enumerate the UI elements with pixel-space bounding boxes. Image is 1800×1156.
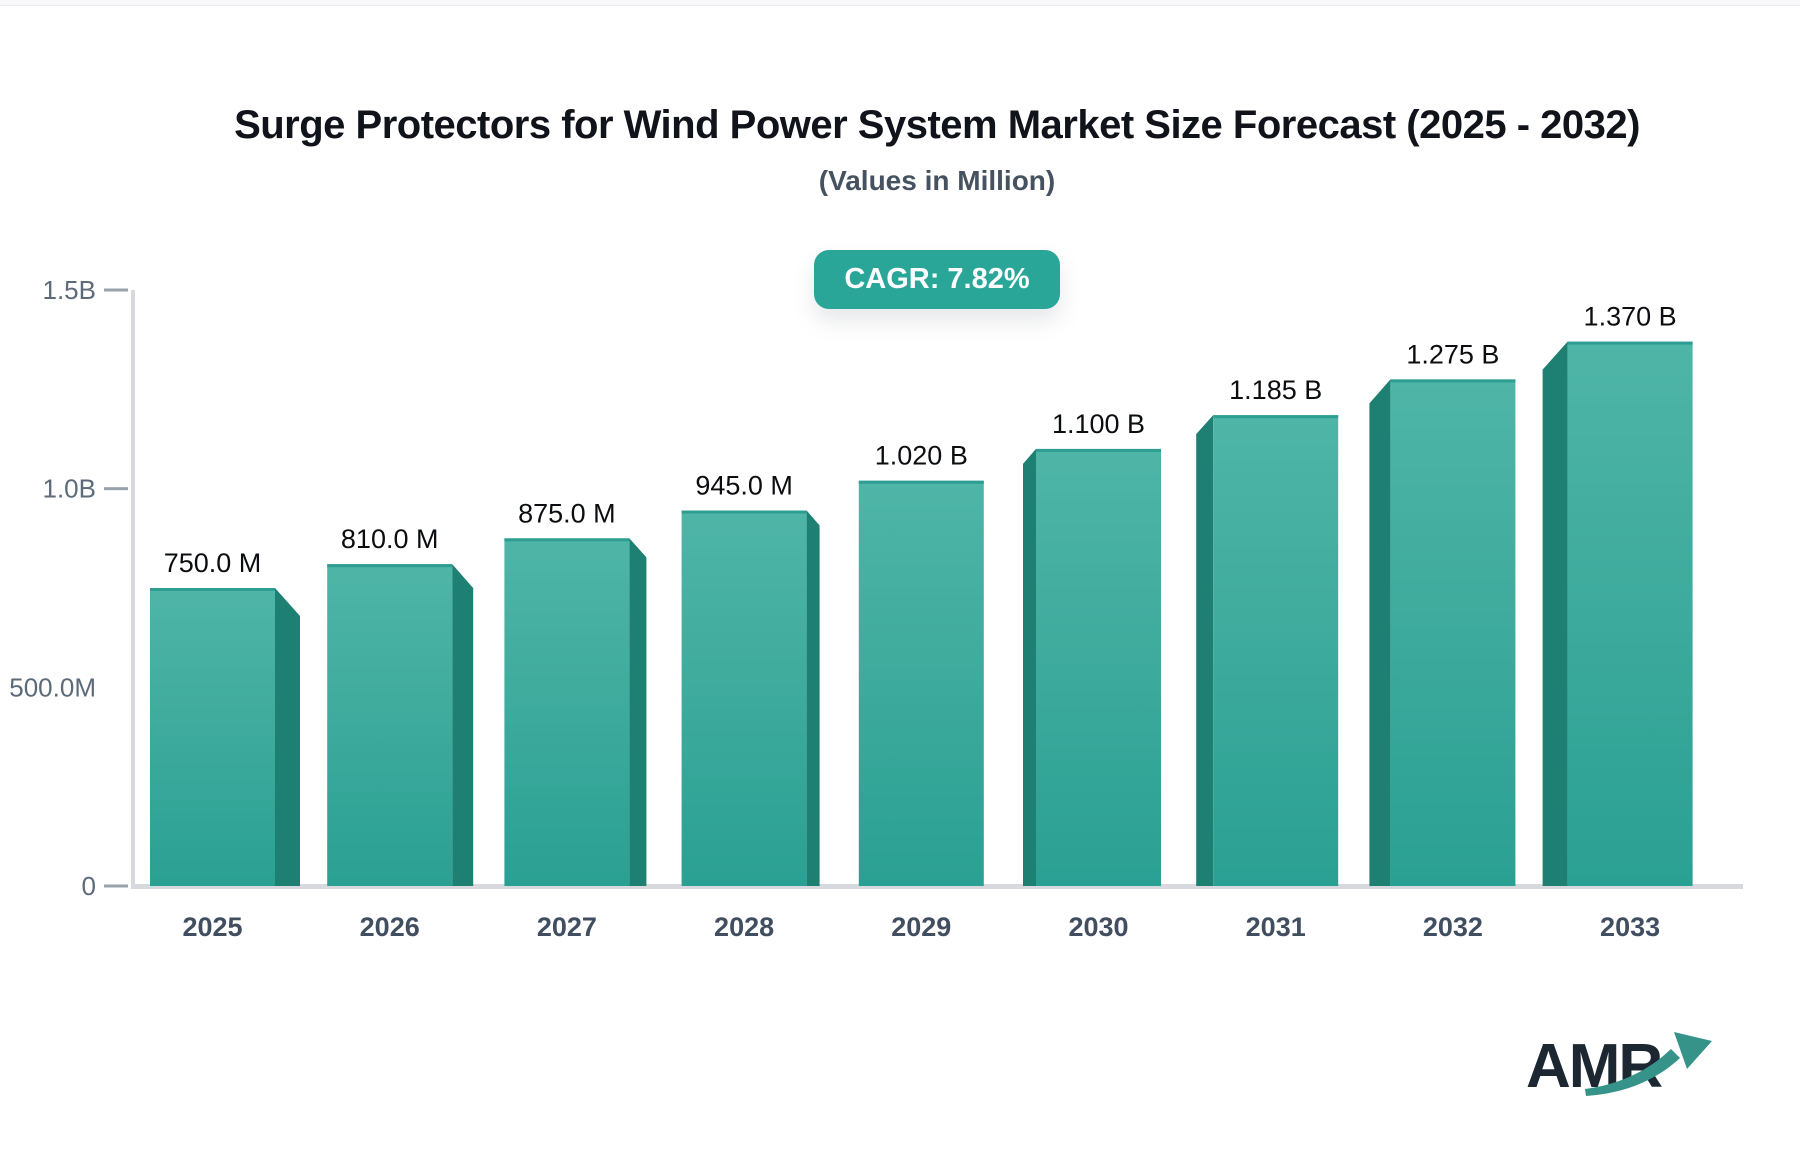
amr-logo-text: AMR bbox=[1526, 1032, 1663, 1101]
bar-top-edge bbox=[681, 510, 807, 514]
bar-front-face bbox=[327, 564, 453, 886]
bar-2025 bbox=[150, 588, 300, 886]
bar-front-face bbox=[1036, 448, 1161, 886]
bar-top-edge bbox=[1036, 448, 1161, 452]
bar-side-face bbox=[452, 564, 474, 886]
y-tick-dash-0 bbox=[104, 884, 128, 888]
bar-side-face bbox=[629, 538, 647, 886]
x-axis-label-2033: 2033 bbox=[1600, 912, 1660, 942]
y-tick-label-500.0M: 500.0M bbox=[9, 672, 96, 702]
bar-top-edge bbox=[327, 564, 453, 568]
bar-value-label-2033: 1.370 B bbox=[1584, 302, 1677, 332]
bar-side-face bbox=[1196, 415, 1214, 886]
x-axis-label-2028: 2028 bbox=[714, 912, 774, 942]
bar-front-face bbox=[150, 588, 275, 886]
bar-2030 bbox=[1023, 448, 1161, 886]
bar-top-edge bbox=[1213, 415, 1339, 419]
x-axis-label-2032: 2032 bbox=[1423, 912, 1483, 942]
bar-side-face bbox=[275, 588, 300, 886]
bar-2033 bbox=[1542, 341, 1693, 886]
bar-value-label-2025: 750.0 M bbox=[164, 548, 262, 578]
bar-top-edge bbox=[504, 538, 630, 542]
bar-top-edge bbox=[1390, 379, 1516, 383]
chart-title: Surge Protectors for Wind Power System M… bbox=[234, 103, 1640, 147]
bar-front-face bbox=[681, 510, 807, 886]
bar-value-label-2031: 1.185 B bbox=[1229, 375, 1322, 405]
cagr-badge-row: CAGR: 7.82% bbox=[131, 250, 1743, 309]
growth-arrow-icon bbox=[1585, 1032, 1712, 1096]
amr-logo: AMR bbox=[1526, 1032, 1756, 1126]
x-axis-label-2026: 2026 bbox=[360, 912, 420, 942]
x-axis-label-2027: 2027 bbox=[537, 912, 597, 942]
bar-2028 bbox=[681, 510, 820, 886]
bar-side-face bbox=[806, 510, 820, 886]
x-axis-line bbox=[131, 884, 1743, 889]
x-axis-label-2031: 2031 bbox=[1246, 912, 1306, 942]
bar-value-label-2028: 945.0 M bbox=[695, 471, 793, 501]
cagr-badge: CAGR: 7.82% bbox=[814, 250, 1060, 309]
bar-value-label-2032: 1.275 B bbox=[1406, 339, 1499, 369]
bar-value-label-2030: 1.100 B bbox=[1052, 409, 1145, 439]
bar-front-face bbox=[858, 480, 984, 886]
top-window-strip bbox=[0, 0, 1800, 6]
bar-value-label-2029: 1.020 B bbox=[875, 441, 968, 471]
y-tick-label-0: 0 bbox=[82, 871, 96, 901]
bar-side-face bbox=[1023, 448, 1036, 886]
bar-front-face bbox=[1567, 341, 1693, 886]
bar-value-label-2026: 810.0 M bbox=[341, 524, 439, 554]
y-tick-label-1.5B: 1.5B bbox=[43, 275, 97, 305]
chart-subtitle: (Values in Million) bbox=[818, 165, 1056, 196]
x-axis-label-2030: 2030 bbox=[1068, 912, 1128, 942]
x-axis-label-2025: 2025 bbox=[182, 912, 242, 942]
bar-side-face bbox=[1369, 379, 1391, 886]
y-axis-line bbox=[131, 290, 135, 889]
bar-2031 bbox=[1196, 415, 1339, 886]
bar-top-edge bbox=[150, 588, 275, 591]
bar-top-edge bbox=[858, 480, 984, 484]
bar-front-face bbox=[504, 538, 630, 886]
bar-2029 bbox=[858, 480, 984, 886]
bar-2027 bbox=[504, 538, 647, 886]
y-tick-dash-1.0B bbox=[104, 487, 128, 491]
bar-value-label-2027: 875.0 M bbox=[518, 498, 616, 528]
bar-top-edge bbox=[1567, 341, 1693, 345]
bar-side-face bbox=[1542, 341, 1568, 886]
bar-front-face bbox=[1390, 379, 1516, 886]
bar-2032 bbox=[1369, 379, 1516, 886]
x-axis-label-2029: 2029 bbox=[891, 912, 951, 942]
bar-2026 bbox=[327, 564, 474, 886]
bar-front-face bbox=[1213, 415, 1339, 886]
y-tick-label-1.0B: 1.0B bbox=[43, 474, 97, 504]
y-tick-dash-1.5B bbox=[104, 288, 128, 292]
